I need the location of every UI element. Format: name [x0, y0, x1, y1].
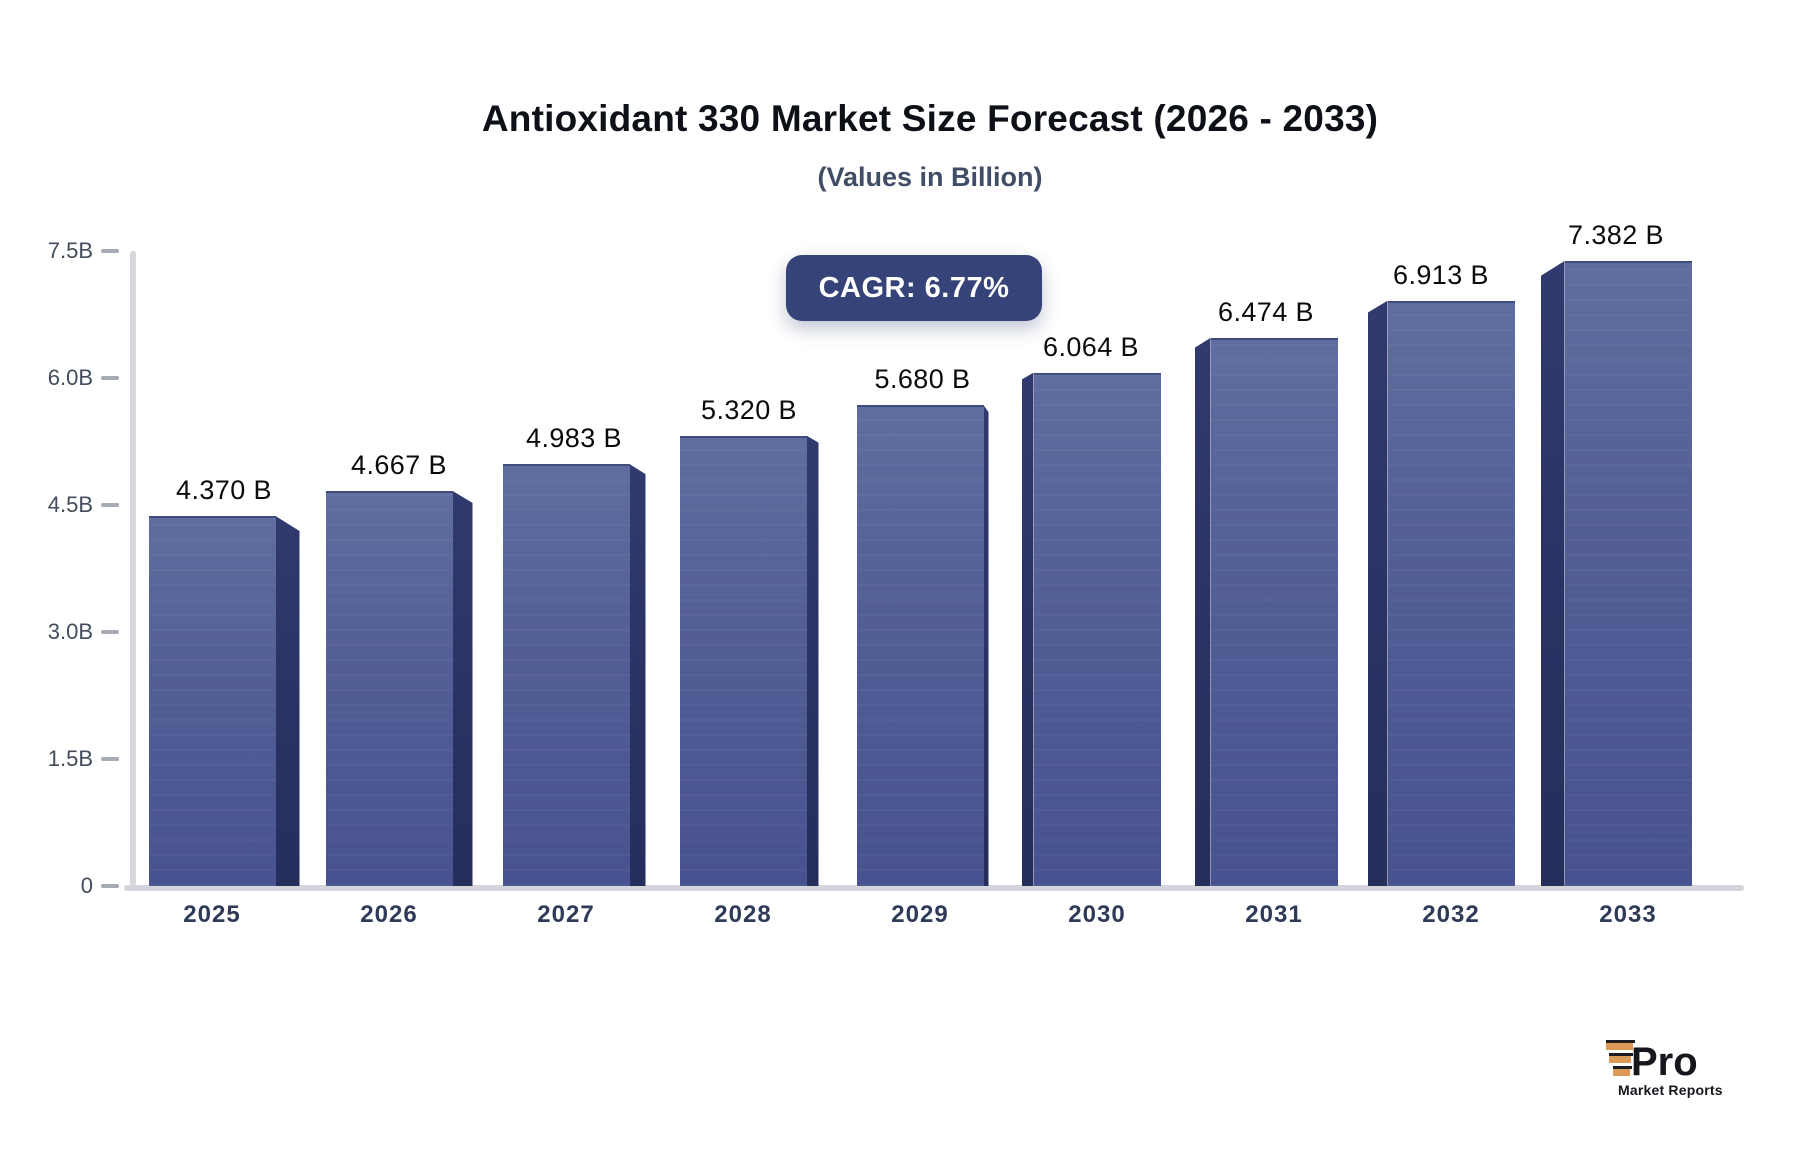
bar-2027 [502, 464, 630, 886]
bar-side-2029 [983, 405, 989, 886]
x-axis-label-2027: 2027 [537, 901, 595, 928]
brand-logo: Pro Market Reports [1606, 1040, 1786, 1098]
bar-side-2027 [629, 464, 646, 886]
y-tick-dash [101, 376, 119, 380]
x-axis-label-2031: 2031 [1245, 901, 1303, 928]
bar-2032 [1387, 300, 1515, 886]
bar-side-2025 [275, 516, 300, 886]
bar-side-2031 [1194, 337, 1211, 886]
logo-tagline: Market Reports [1618, 1082, 1723, 1098]
bar-2028 [679, 435, 807, 886]
bar-value-label-2028: 5.320 B [701, 394, 797, 425]
bar-2031 [1210, 337, 1338, 886]
bar-2026 [325, 490, 453, 886]
bar-2030 [1033, 372, 1161, 886]
y-tick-label-7.5B: 7.5B [47, 238, 93, 263]
bar-2033 [1564, 260, 1692, 886]
y-tick-dash [101, 503, 119, 507]
y-tick-label-6.0B: 6.0B [47, 365, 93, 390]
y-tick-dash [101, 884, 119, 888]
bar-value-label-2030: 6.064 B [1043, 331, 1139, 362]
y-tick-dash [101, 757, 119, 761]
bar-side-2033 [1540, 260, 1565, 886]
bar-value-label-2032: 6.913 B [1393, 259, 1489, 290]
bar-side-2028 [806, 435, 819, 886]
x-axis-label-2029: 2029 [891, 901, 949, 928]
bar-value-label-2031: 6.474 B [1218, 296, 1314, 327]
bar-side-2030 [1021, 372, 1034, 886]
chart-subtitle: (Values in Billion) [817, 162, 1043, 192]
cagr-badge: CAGR: 6.77% [786, 255, 1042, 321]
logo-name: Pro [1631, 1040, 1698, 1084]
chart-title: Antioxidant 330 Market Size Forecast (20… [481, 98, 1379, 139]
bar-side-2032 [1367, 300, 1388, 886]
y-tick-label-0: 0 [80, 873, 93, 898]
x-axis-label-2025: 2025 [183, 901, 241, 928]
x-axis-line [124, 885, 1744, 891]
bar-value-label-2025: 4.370 B [176, 475, 272, 505]
y-tick-dash [101, 630, 119, 634]
x-axis-label-2033: 2033 [1599, 901, 1657, 928]
cagr-badge-label: CAGR: 6.77% [818, 271, 1010, 304]
logo-bars-icon [1606, 1040, 1635, 1080]
x-axis-label-2030: 2030 [1068, 901, 1126, 928]
y-tick-label-1.5B: 1.5B [47, 746, 93, 771]
y-tick-label-4.5B: 4.5B [47, 492, 93, 517]
bar-value-label-2026: 4.667 B [351, 449, 447, 480]
bar-value-label-2033: 7.382 B [1568, 219, 1664, 250]
y-axis-line [130, 251, 136, 886]
y-tick-dash [101, 249, 119, 253]
y-tick-label-3.0B: 3.0B [47, 619, 93, 644]
bar-side-2026 [452, 490, 473, 886]
x-axis-label-2028: 2028 [714, 901, 772, 928]
bar-value-label-2029: 5.680 B [874, 364, 971, 395]
x-axis-label-2032: 2032 [1422, 901, 1480, 928]
x-axis-label-2026: 2026 [360, 901, 418, 928]
bar-2029 [856, 405, 984, 886]
bar-value-label-2027: 4.983 B [526, 423, 622, 454]
bar-2025 [148, 516, 276, 886]
